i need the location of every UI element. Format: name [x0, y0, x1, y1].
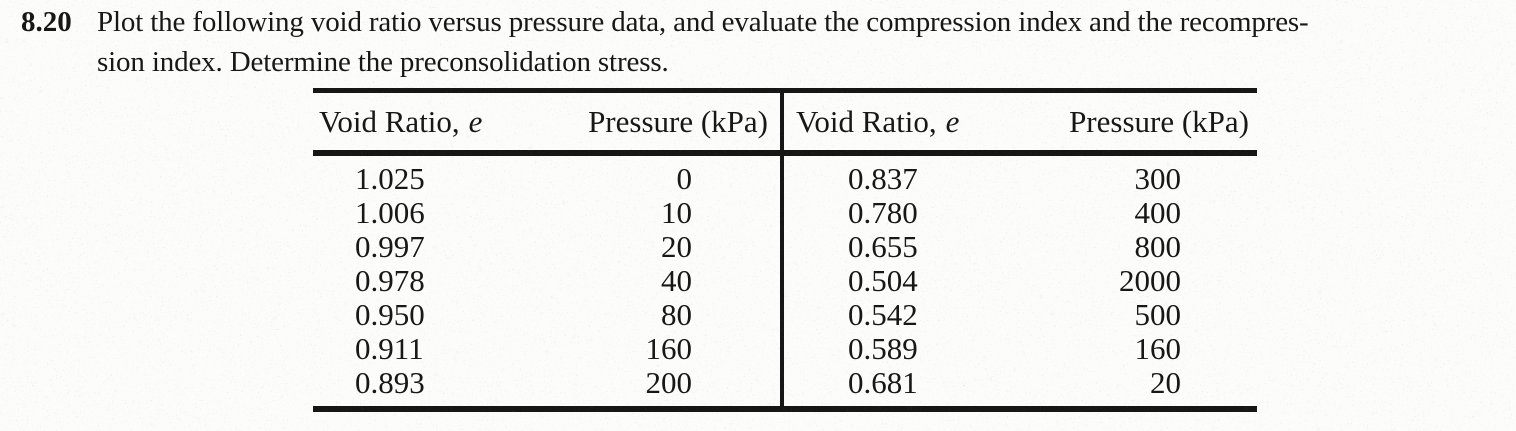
pressure-value: 500 [1134, 297, 1182, 332]
void-ratio-value: 1.006 [355, 195, 425, 230]
void-ratio-header: Void Ratio, e [796, 103, 960, 139]
table-row: 0.997 20 0.655 800 [313, 229, 1257, 264]
void-ratio-value: 0.504 [848, 263, 918, 298]
void-ratio-value: 0.950 [355, 297, 425, 332]
void-ratio-value: 0.780 [848, 195, 918, 230]
table-body: 1.025 0 0.837 300 1.006 10 0.780 400 [313, 156, 1257, 406]
pressure-value: 300 [1134, 161, 1182, 196]
problem-statement: Plot the following void ratio versus pre… [97, 2, 1309, 82]
table-row: 1.025 0 0.837 300 [313, 161, 1257, 196]
table-row: 0.911 160 0.589 160 [313, 331, 1257, 366]
table-vertical-divider [780, 88, 784, 412]
pressure-value: 160 [1134, 331, 1182, 366]
void-ratio-value: 0.978 [355, 263, 425, 298]
pressure-value: 40 [661, 263, 692, 298]
pressure-value: 10 [661, 195, 692, 230]
void-ratio-value: 0.681 [848, 365, 918, 400]
void-ratio-value: 0.655 [848, 229, 918, 264]
pressure-value: 400 [1134, 195, 1182, 230]
void-ratio-value: 0.589 [848, 331, 918, 366]
pressure-value: 160 [645, 331, 693, 366]
pressure-value: 20 [1150, 365, 1181, 400]
pressure-value: 200 [645, 365, 693, 400]
table-row: 0.950 80 0.542 500 [313, 297, 1257, 332]
pressure-value: 80 [661, 297, 692, 332]
void-ratio-value: 0.911 [355, 331, 424, 366]
pressure-value: 20 [661, 229, 692, 264]
statement-line-2: sion index. Determine the preconsolidati… [97, 46, 669, 78]
statement-line-1: Plot the following void ratio versus pre… [97, 6, 1309, 38]
pressure-value: 800 [1134, 229, 1182, 264]
problem-number: 8.20 [21, 6, 72, 38]
table-bottom-rule [313, 406, 1257, 412]
void-ratio-value: 0.542 [848, 297, 918, 332]
pressure-value: 0 [676, 161, 693, 196]
table-row: 1.006 10 0.780 400 [313, 195, 1257, 230]
void-ratio-header: Void Ratio, e [319, 103, 483, 139]
void-ratio-value: 0.837 [848, 161, 918, 196]
void-ratio-value: 0.997 [355, 229, 425, 264]
void-ratio-value: 1.025 [355, 161, 425, 196]
table-row: 0.893 200 0.681 20 [313, 365, 1257, 400]
pressure-header: Pressure (kPa) [588, 103, 768, 139]
pressure-header: Pressure (kPa) [1069, 103, 1249, 139]
pressure-value: 2000 [1119, 263, 1181, 298]
void-ratio-pressure-table: Void Ratio, e Pressure (kPa) Void Ratio, e… [313, 88, 1257, 412]
table-row: 0.978 40 0.504 2000 [313, 263, 1257, 298]
table-header-row: Void Ratio, e Pressure (kPa) Void Ratio, e… [313, 93, 1257, 150]
void-ratio-value: 0.893 [355, 365, 425, 400]
